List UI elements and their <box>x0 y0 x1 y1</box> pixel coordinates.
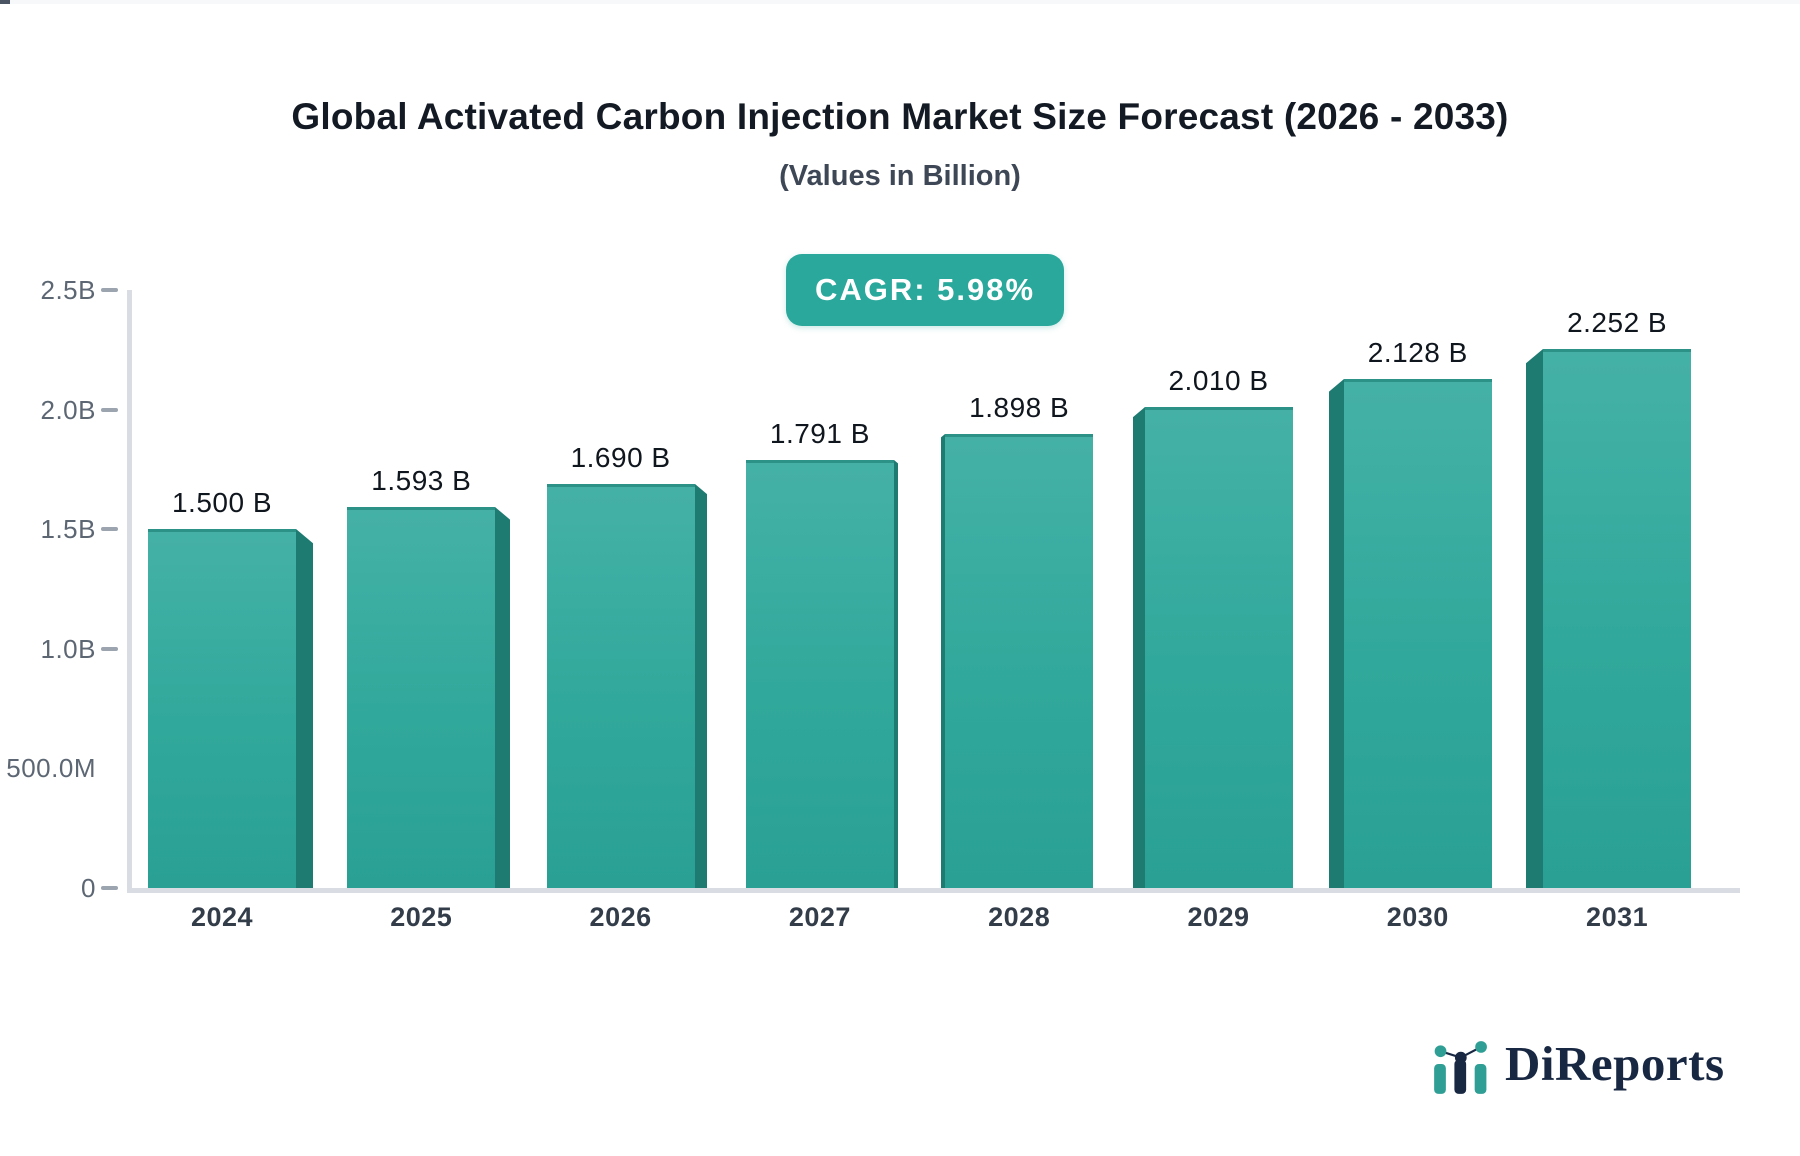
chart-title: Global Activated Carbon Injection Market… <box>291 96 1509 137</box>
bar[interactable] <box>1132 407 1293 888</box>
bar[interactable] <box>1526 349 1692 888</box>
x-axis-label: 2027 <box>788 902 851 932</box>
x-axis-label: 2030 <box>1386 902 1449 932</box>
bar-side-face <box>694 483 707 888</box>
y-axis-tick-label: 1.0B <box>40 633 96 664</box>
y-axis-tick-mark <box>101 886 118 890</box>
bar[interactable] <box>941 433 1094 888</box>
y-axis-tick-label: 2.5B <box>40 275 96 305</box>
bar-value-label: 1.791 B <box>769 417 870 449</box>
bar-side-face <box>296 529 313 888</box>
y-axis-tick-label: 1.5B <box>40 514 96 545</box>
bar-line-chart-icon <box>1434 1041 1487 1094</box>
x-axis-label: 2028 <box>988 902 1051 932</box>
top-border-strip <box>0 0 1800 4</box>
bar-front-face <box>745 459 894 888</box>
bar-front-face <box>347 506 496 888</box>
bar[interactable] <box>148 529 313 888</box>
bar-value-label: 1.500 B <box>171 487 273 519</box>
x-axis-label: 2024 <box>190 902 254 932</box>
bar-side-face <box>1526 349 1544 888</box>
bar-front-face <box>945 433 1094 888</box>
bar-front-face <box>546 483 695 888</box>
x-axis-label: 2025 <box>390 902 453 932</box>
bar-front-face <box>1343 378 1492 888</box>
chart-subtitle: (Values in Billion) <box>779 160 1021 192</box>
bar-value-label: 1.690 B <box>570 441 671 473</box>
bar-front-face <box>148 529 296 888</box>
y-axis-tick-mark <box>101 407 118 412</box>
x-axis-label: 2029 <box>1187 902 1250 932</box>
brand-logo: DiReports <box>1432 1032 1725 1096</box>
bar-value-label: 1.898 B <box>969 391 1070 423</box>
bar-front-face <box>1543 349 1692 888</box>
bar[interactable] <box>745 459 898 888</box>
bar-side-face <box>495 506 511 888</box>
bar-side-face <box>893 459 898 888</box>
bar-front-face <box>1144 407 1293 888</box>
bar[interactable] <box>1328 378 1492 888</box>
top-left-corner-mark <box>0 0 10 4</box>
bar-value-label: 2.010 B <box>1168 365 1269 397</box>
x-axis-label: 2026 <box>589 902 652 932</box>
bar-value-label: 2.252 B <box>1567 307 1668 339</box>
bar-value-label: 2.128 B <box>1367 336 1468 368</box>
brand-logo-text: DiReports <box>1505 1036 1725 1091</box>
cagr-badge: CAGR: 5.98% <box>786 254 1064 326</box>
bar[interactable] <box>546 483 707 888</box>
y-axis-tick-mark <box>101 646 118 651</box>
x-axis-line <box>127 888 1740 893</box>
y-axis-tick-label: 500.0M <box>6 753 96 784</box>
y-axis-tick-mark <box>101 527 118 532</box>
x-axis-label: 2031 <box>1586 902 1649 932</box>
bar-value-label: 1.593 B <box>371 464 472 496</box>
y-axis-tick-label: 0 <box>81 873 96 903</box>
y-axis-tick-mark <box>101 288 118 292</box>
bar-side-face <box>1132 407 1145 888</box>
y-axis-line <box>127 290 132 893</box>
bar[interactable] <box>347 506 511 888</box>
bar-side-face <box>1328 378 1344 888</box>
y-axis-tick-label: 2.0B <box>40 394 96 425</box>
